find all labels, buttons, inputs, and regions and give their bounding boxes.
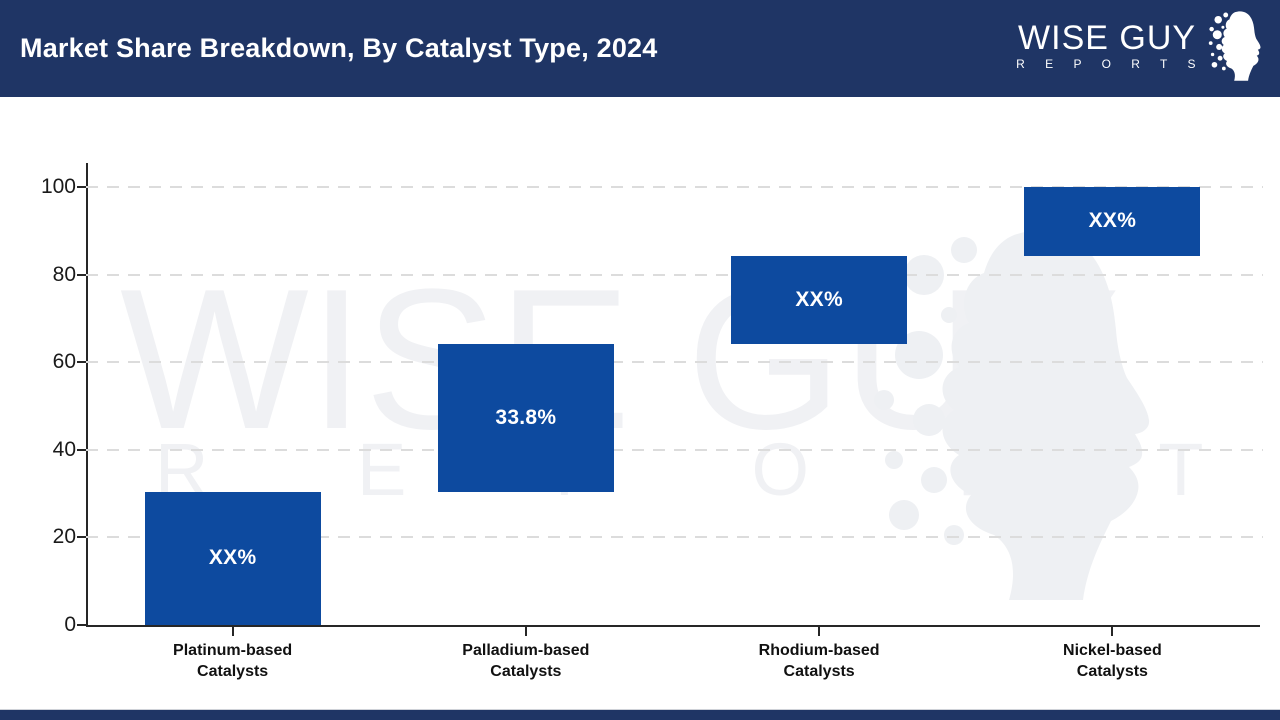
brand-subname: R E P O R T S (1016, 57, 1204, 72)
chart-plot-area: WISE GUY R E P O R T S 020406080100XX%Pl… (0, 97, 1280, 710)
bar-value-label: XX% (1088, 209, 1137, 233)
gridline-y-20 (86, 536, 1263, 539)
brand-head-icon (1208, 11, 1261, 81)
bar-2: 33.8% (437, 343, 614, 492)
header-band: Market Share Breakdown, By Catalyst Type… (0, 0, 1280, 97)
y-axis-line (86, 163, 88, 627)
y-tick-label: 80 (52, 262, 76, 286)
y-tick-mark (77, 186, 86, 188)
bar-3: XX% (731, 255, 908, 344)
y-tick-mark (77, 536, 86, 539)
y-tick-label: 100 (40, 175, 76, 198)
x-tick-mark (524, 627, 527, 636)
x-tick-mark (231, 627, 234, 636)
x-tick-label: Rhodium-based Catalysts (758, 642, 880, 680)
brand-name: WISE GUY (1018, 18, 1197, 57)
x-tick-label: Palladium-based Catalysts (462, 642, 590, 680)
x-tick-label: Nickel-based Catalysts (1063, 642, 1162, 680)
gridline-y-80 (86, 273, 1263, 276)
x-tick-label: Platinum-based Catalysts (173, 642, 293, 680)
x-tick-mark (818, 627, 821, 636)
y-tick-mark (77, 448, 86, 451)
y-tick-label: 20 (52, 525, 76, 549)
bar-1: XX% (144, 491, 321, 625)
gridline-y-60 (86, 361, 1263, 364)
chart-title: Market Share Breakdown, By Catalyst Type… (20, 33, 658, 63)
bar-value-label: 33.8% (495, 405, 557, 429)
y-tick-label: 60 (52, 350, 76, 374)
y-tick-mark (77, 624, 86, 626)
y-tick-label: 40 (52, 437, 76, 461)
bar-value-label: XX% (208, 546, 257, 570)
gridline-y-100 (86, 186, 1263, 188)
y-tick-mark (77, 273, 86, 276)
bar-4: XX% (1024, 187, 1201, 256)
bar-value-label: XX% (795, 287, 843, 311)
brand-logo-text: WISE GUY R E P O R T S (1010, 18, 1204, 72)
gridline-y-40 (86, 448, 1263, 451)
x-tick-mark (1111, 627, 1114, 636)
brand-logo: WISE GUY R E P O R T S (1010, 8, 1268, 84)
y-tick-label: 0 (64, 613, 76, 636)
x-axis-line (86, 625, 1260, 627)
footer-band (0, 709, 1280, 720)
y-tick-mark (77, 361, 86, 364)
